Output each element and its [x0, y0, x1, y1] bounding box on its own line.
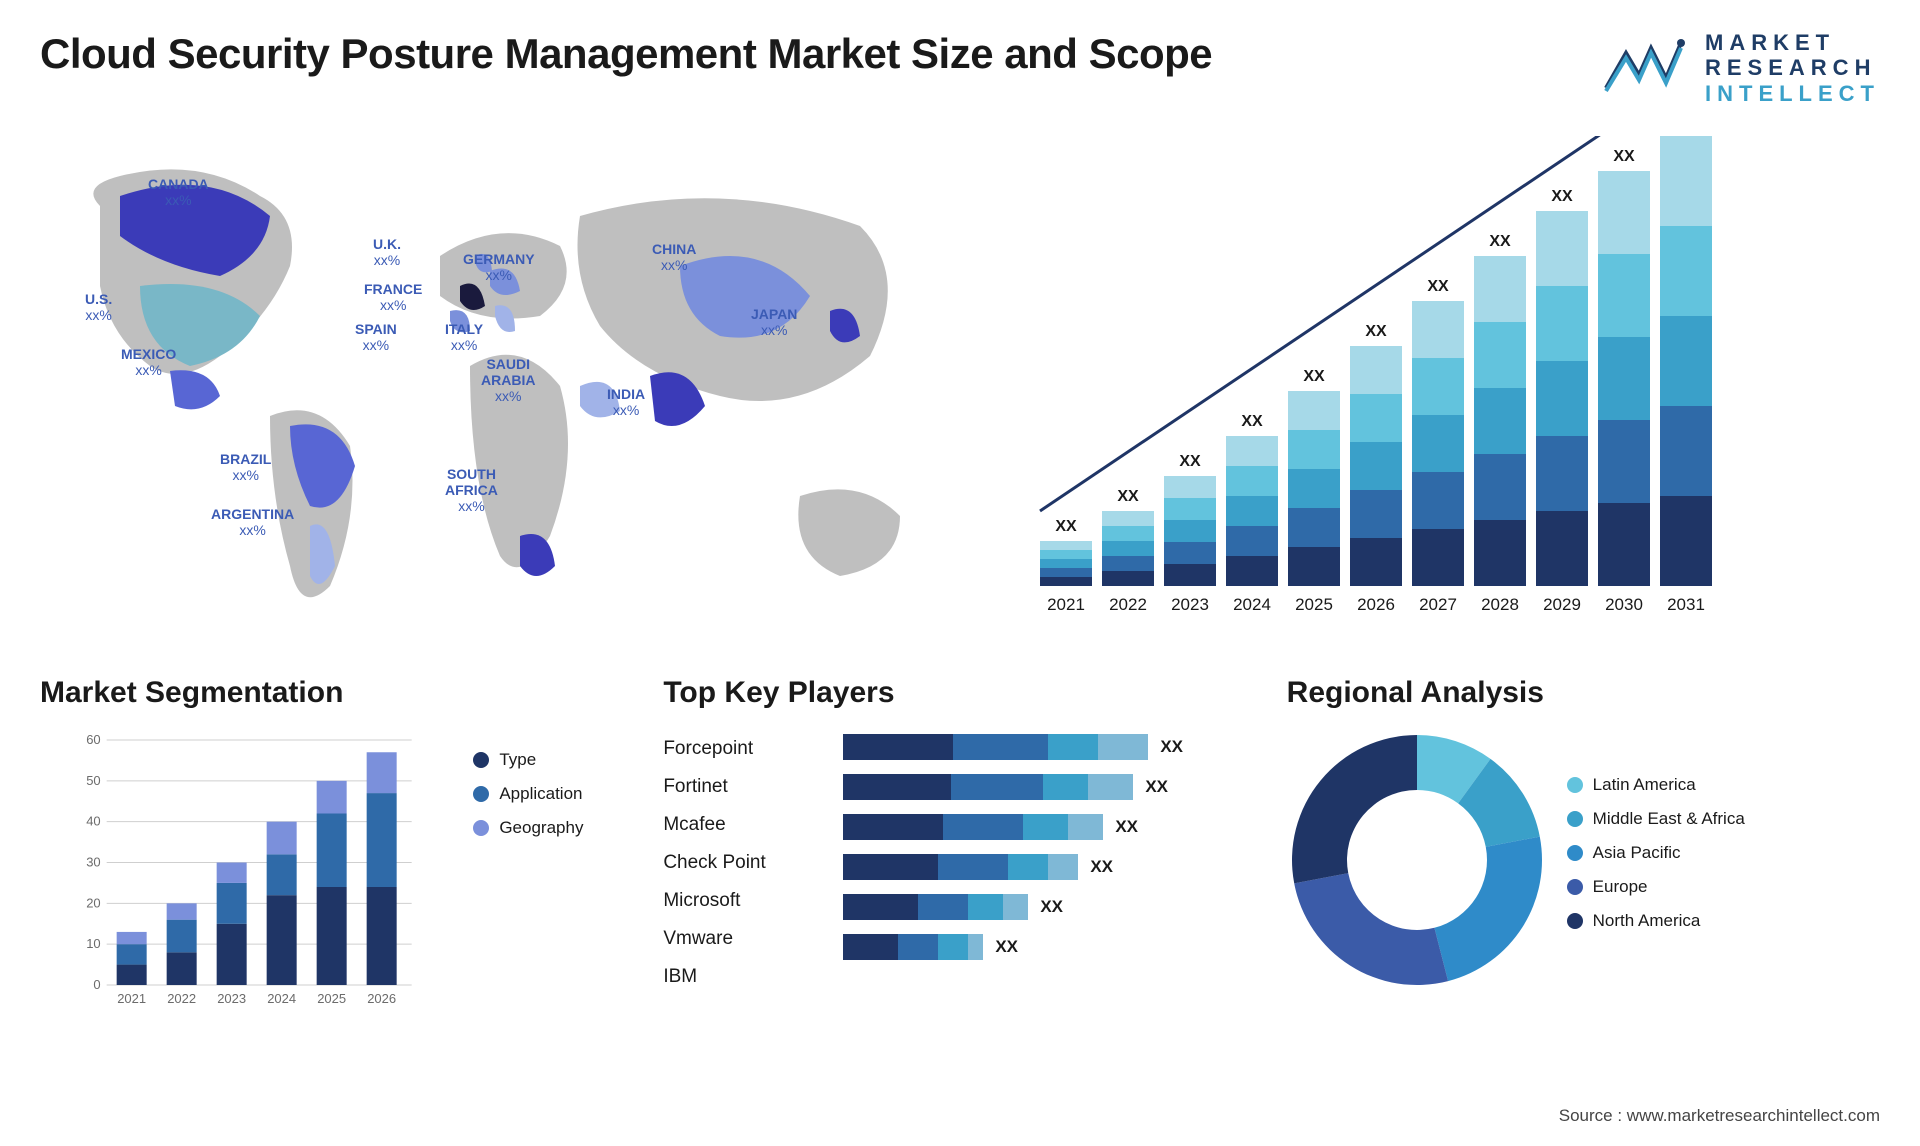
svg-text:50: 50 [86, 773, 100, 788]
logo-line2: RESEARCH [1705, 55, 1880, 80]
map-label: U.S.xx% [85, 291, 112, 323]
logo-line3: INTELLECT [1705, 81, 1880, 106]
growth-year-label: 2031 [1667, 595, 1705, 614]
map-label: BRAZILxx% [220, 451, 271, 483]
logo-line1: MARKET [1705, 30, 1880, 55]
growth-bar-label: XX [1489, 233, 1511, 250]
legend-item: Middle East & Africa [1567, 809, 1880, 829]
growth-year-label: 2030 [1605, 595, 1643, 614]
segmentation-legend: Type Application Geography [473, 730, 633, 1010]
growth-year-label: 2025 [1295, 595, 1333, 614]
player-name: Forcepoint [663, 730, 823, 768]
map-label: GERMANYxx% [463, 251, 535, 283]
map-label: U.K.xx% [373, 236, 401, 268]
player-bar-label: XX [995, 937, 1018, 957]
legend-item: North America [1567, 911, 1880, 931]
map-label: ITALYxx% [445, 321, 483, 353]
player-bar: XX [843, 770, 1256, 804]
players-chart: XXXXXXXXXXXX [843, 730, 1256, 1010]
regional-legend: Latin America Middle East & Africa Asia Pa… [1567, 775, 1880, 945]
growth-bar-label: XX [1117, 488, 1139, 505]
svg-text:0: 0 [93, 977, 100, 992]
growth-year-label: 2023 [1171, 595, 1209, 614]
player-bar-label: XX [1040, 897, 1063, 917]
legend-item: Geography [473, 818, 633, 838]
player-bar-label: XX [1145, 777, 1168, 797]
player-name: Vmware [663, 920, 823, 958]
player-name: Mcafee [663, 806, 823, 844]
growth-bar-label: XX [1427, 278, 1449, 295]
segmentation-panel: Market Segmentation 0 10 20 30 40 50 60 2021 202… [40, 676, 633, 1010]
map-label: ARGENTINAxx% [211, 506, 294, 538]
growth-year-label: 2027 [1419, 595, 1457, 614]
logo-icon [1601, 33, 1691, 103]
player-bar: XX [843, 930, 1256, 964]
map-label: SPAINxx% [355, 321, 397, 353]
svg-text:2025: 2025 [317, 991, 346, 1006]
svg-text:60: 60 [86, 732, 100, 747]
svg-text:2023: 2023 [217, 991, 246, 1006]
svg-text:2022: 2022 [167, 991, 196, 1006]
player-bar-label: XX [1115, 817, 1138, 837]
growth-bar-label: XX [1179, 453, 1201, 470]
player-bar-label: XX [1160, 737, 1183, 757]
world-map: CANADAxx% U.S.xx% MEXICOxx% BRAZILxx% ARGENT… [40, 136, 940, 636]
svg-text:2024: 2024 [267, 991, 296, 1006]
segmentation-title: Market Segmentation [40, 676, 633, 710]
map-label: MEXICOxx% [121, 346, 176, 378]
map-label: CHINAxx% [652, 241, 696, 273]
map-label: JAPANxx% [751, 306, 797, 338]
growth-bar-label: XX [1055, 518, 1077, 535]
growth-year-label: 2028 [1481, 595, 1519, 614]
player-bar-label: XX [1090, 857, 1113, 877]
players-list: ForcepointFortinetMcafeeCheck PointMicro… [663, 730, 823, 1010]
key-players-panel: Top Key Players ForcepointFortinetMcafee… [663, 676, 1256, 1010]
growth-chart: XX 2021 XX 2022 XX 2023 XX 2024 XX 2025 XX 2026 XX 20… [980, 136, 1880, 636]
player-bar: XX [843, 850, 1256, 884]
legend-item: Latin America [1567, 775, 1880, 795]
player-name: Check Point [663, 844, 823, 882]
svg-text:30: 30 [86, 854, 100, 869]
page-title: Cloud Security Posture Management Market… [40, 30, 1212, 78]
map-label: INDIAxx% [607, 386, 645, 418]
growth-bar-label: XX [1613, 148, 1635, 165]
legend-item: Type [473, 750, 633, 770]
growth-year-label: 2026 [1357, 595, 1395, 614]
growth-year-label: 2022 [1109, 595, 1147, 614]
player-name: IBM [663, 958, 823, 996]
player-name: Fortinet [663, 768, 823, 806]
key-players-title: Top Key Players [663, 676, 1256, 710]
map-label: SOUTHAFRICAxx% [445, 466, 498, 514]
growth-year-label: 2024 [1233, 595, 1271, 614]
growth-bar-label: XX [1551, 188, 1573, 205]
player-bar: XX [843, 810, 1256, 844]
growth-year-label: 2029 [1543, 595, 1581, 614]
svg-text:10: 10 [86, 936, 100, 951]
svg-text:40: 40 [86, 814, 100, 829]
regional-title: Regional Analysis [1287, 676, 1880, 710]
player-bar: XX [843, 730, 1256, 764]
regional-panel: Regional Analysis Latin America Middle Ea… [1287, 676, 1880, 1010]
source-text: Source : www.marketresearchintellect.com [1559, 1106, 1880, 1126]
donut-chart [1287, 730, 1547, 990]
growth-year-label: 2021 [1047, 595, 1085, 614]
legend-item: Application [473, 784, 633, 804]
brand-logo: MARKET RESEARCH INTELLECT [1601, 30, 1880, 106]
player-name: Microsoft [663, 882, 823, 920]
svg-text:20: 20 [86, 895, 100, 910]
svg-text:2021: 2021 [117, 991, 146, 1006]
svg-text:2026: 2026 [367, 991, 396, 1006]
map-label: CANADAxx% [148, 176, 209, 208]
map-label: SAUDIARABIAxx% [481, 356, 535, 404]
growth-bar-label: XX [1241, 413, 1263, 430]
player-bar: XX [843, 890, 1256, 924]
growth-bar-label: XX [1365, 323, 1387, 340]
map-label: FRANCExx% [364, 281, 422, 313]
legend-item: Europe [1567, 877, 1880, 897]
legend-item: Asia Pacific [1567, 843, 1880, 863]
growth-bar-label: XX [1303, 368, 1325, 385]
